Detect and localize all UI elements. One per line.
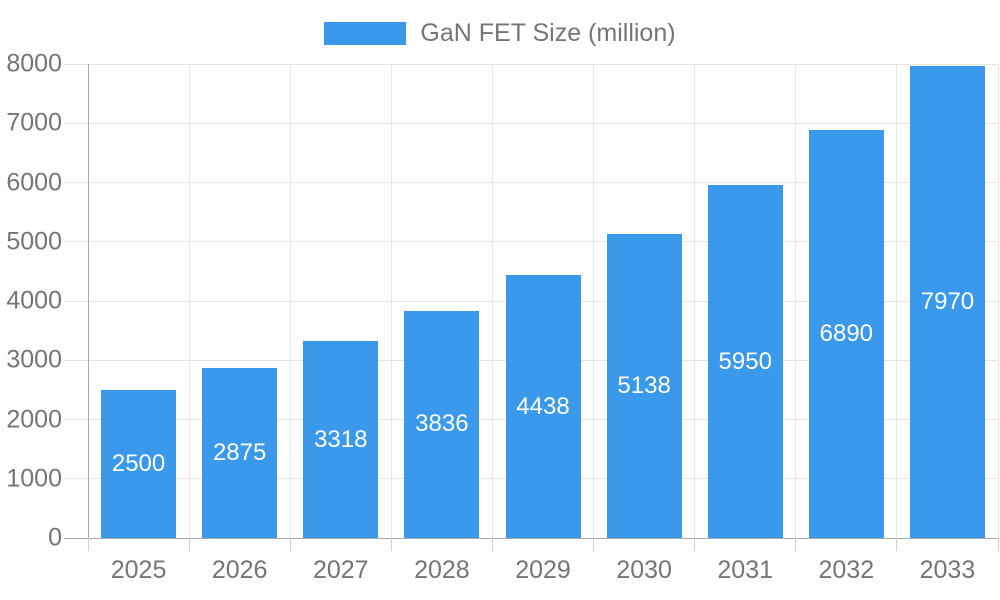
y-axis-tick bbox=[64, 241, 88, 243]
y-axis-label: 0 bbox=[48, 523, 62, 552]
x-axis-label-2025: 2025 bbox=[110, 556, 167, 584]
y-axis-tick bbox=[64, 359, 88, 361]
bar-value-label: 6890 bbox=[819, 319, 874, 347]
gridline-h bbox=[88, 122, 998, 124]
x-axis-label-2029: 2029 bbox=[515, 556, 571, 584]
x-axis-tick bbox=[491, 538, 493, 551]
y-axis-tick bbox=[64, 122, 88, 124]
y-axis-label: 6000 bbox=[6, 168, 62, 196]
gridline-v bbox=[896, 64, 898, 538]
y-axis-label: 3000 bbox=[6, 345, 62, 374]
y-axis-line bbox=[87, 64, 89, 538]
x-axis-tick bbox=[390, 538, 392, 551]
x-axis-label-2030: 2030 bbox=[616, 556, 672, 584]
bar-2027[interactable]: 3318 bbox=[303, 341, 379, 538]
gridline-h bbox=[88, 182, 998, 183]
gridline-v bbox=[795, 64, 797, 538]
bar-2032[interactable]: 6890 bbox=[808, 129, 884, 538]
gridline-v bbox=[188, 64, 190, 538]
gridline-v bbox=[289, 64, 291, 538]
bar-value-label: 5138 bbox=[617, 371, 671, 399]
legend-swatch bbox=[324, 22, 407, 45]
bar-2030[interactable]: 5138 bbox=[606, 233, 682, 538]
bar-2028[interactable]: 3836 bbox=[404, 310, 480, 538]
bar-2026[interactable]: 2875 bbox=[202, 367, 278, 538]
y-axis-label: 5000 bbox=[6, 227, 62, 256]
y-axis-tick bbox=[64, 537, 88, 539]
plot-area: 0 1000 2000 3000 4000 5000 6000 7000 8000 2025 202… bbox=[6, 51, 999, 583]
y-axis-label: 1000 bbox=[6, 464, 62, 493]
bar-value-label: 3836 bbox=[415, 410, 469, 438]
y-axis-tick bbox=[64, 478, 88, 480]
gridline-v bbox=[997, 64, 999, 538]
bar-value-label: 4438 bbox=[516, 392, 570, 420]
y-axis-label: 4000 bbox=[6, 286, 62, 315]
gridline-h bbox=[88, 63, 998, 65]
y-axis-tick bbox=[64, 300, 88, 302]
gridline-v bbox=[491, 64, 493, 538]
x-axis-line bbox=[88, 537, 998, 539]
y-axis-tick bbox=[64, 63, 88, 65]
y-axis-label: 2000 bbox=[6, 405, 62, 433]
x-axis-label-2027: 2027 bbox=[312, 556, 369, 584]
bar-value-label: 7970 bbox=[920, 287, 975, 315]
x-axis-tick bbox=[289, 538, 291, 551]
legend-label: GaN FET Size (million) bbox=[420, 19, 676, 47]
legend-item-gan-fet-size[interactable]: GaN FET Size (million) bbox=[324, 19, 676, 48]
chart-legend: GaN FET Size (million) bbox=[0, 19, 1000, 48]
x-axis-tick bbox=[896, 538, 898, 551]
y-axis-label: 8000 bbox=[6, 49, 62, 78]
y-axis-label: 7000 bbox=[6, 108, 62, 137]
gridline-v bbox=[593, 64, 595, 538]
x-axis-label-2032: 2032 bbox=[818, 556, 875, 584]
gridline-h bbox=[88, 241, 998, 243]
x-axis-tick bbox=[997, 538, 999, 551]
x-axis-tick bbox=[593, 538, 595, 551]
bar-2025[interactable]: 2500 bbox=[101, 389, 177, 538]
gridline-v bbox=[390, 64, 392, 538]
x-axis-label-2026: 2026 bbox=[211, 556, 268, 584]
bar-value-label: 2875 bbox=[212, 438, 267, 466]
bar-2033[interactable]: 7970 bbox=[909, 65, 985, 538]
x-axis-tick bbox=[694, 538, 696, 551]
x-axis-tick bbox=[87, 538, 89, 551]
x-axis-tick bbox=[188, 538, 190, 551]
y-axis-tick bbox=[64, 182, 88, 183]
bar-2029[interactable]: 4438 bbox=[505, 275, 581, 538]
x-axis-label-2031: 2031 bbox=[717, 556, 774, 584]
x-axis-label-2028: 2028 bbox=[414, 556, 470, 584]
x-axis-tick bbox=[795, 538, 797, 551]
y-axis-tick bbox=[64, 419, 88, 420]
bar-value-label: 3318 bbox=[314, 425, 368, 453]
x-axis-label-2033: 2033 bbox=[919, 556, 976, 584]
gridline-v bbox=[694, 64, 696, 538]
bar-value-label: 2500 bbox=[111, 449, 166, 477]
bar-2031[interactable]: 5950 bbox=[707, 185, 783, 538]
bar-value-label: 5950 bbox=[718, 347, 772, 375]
